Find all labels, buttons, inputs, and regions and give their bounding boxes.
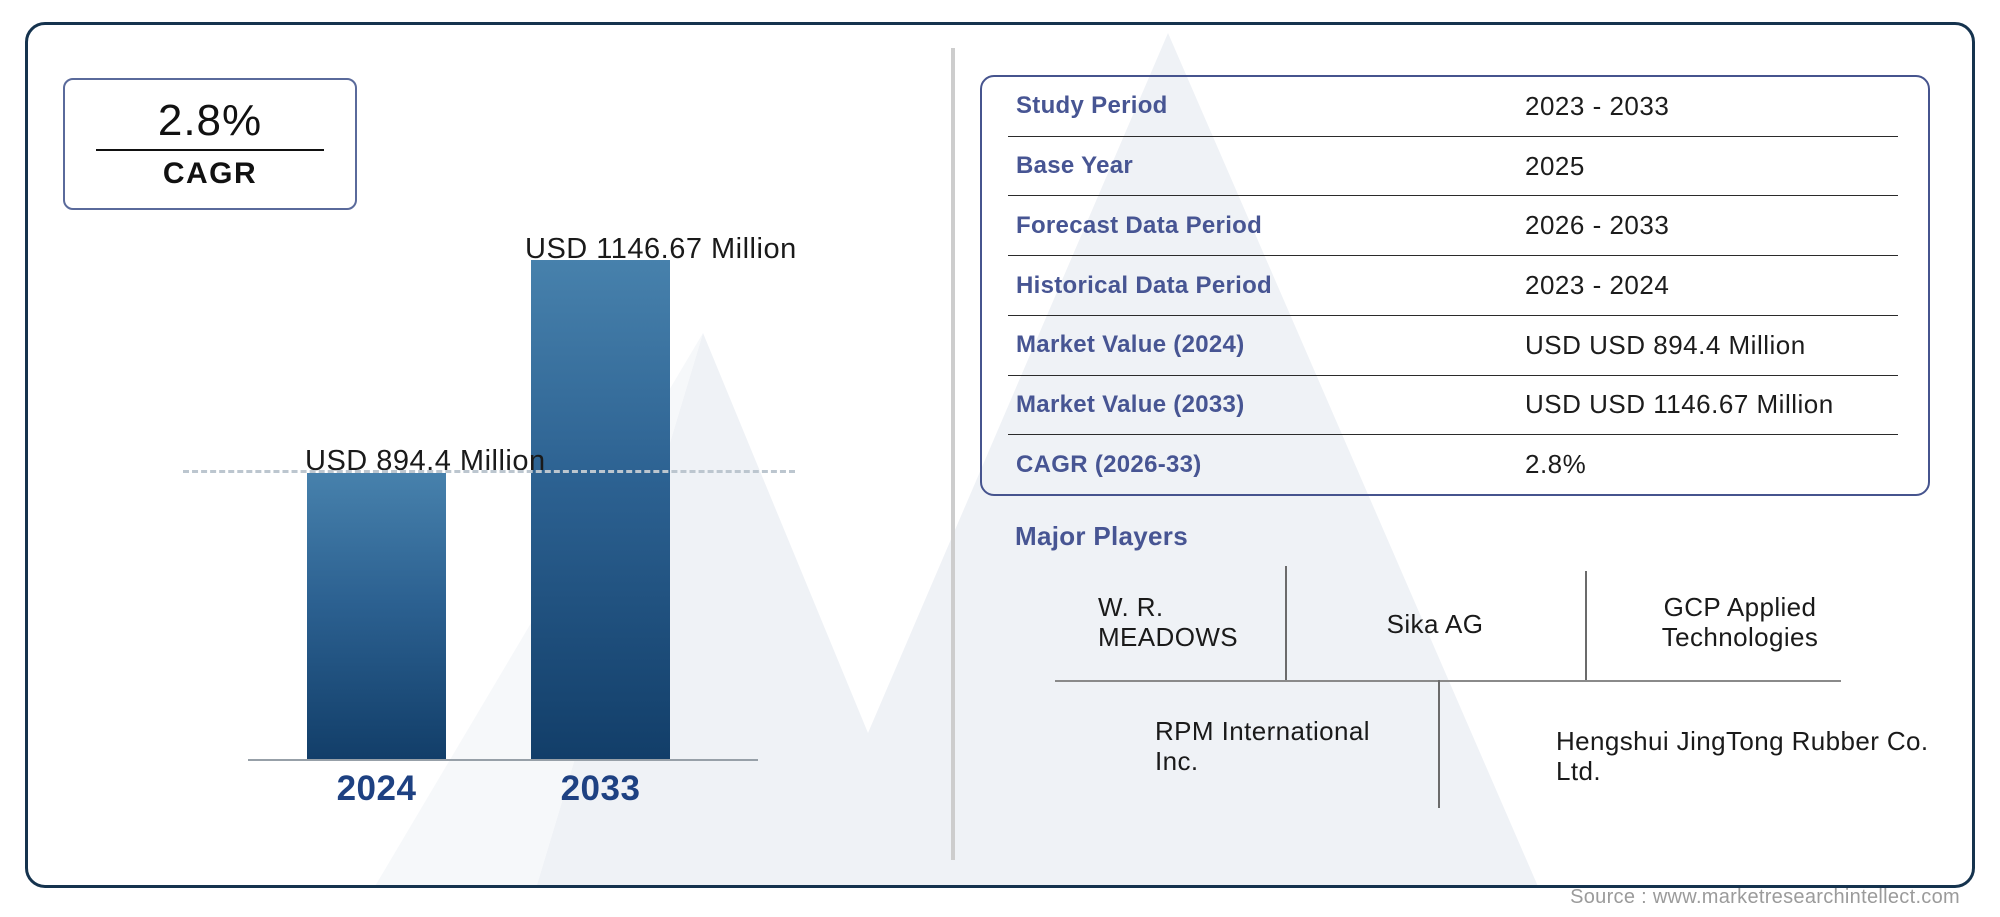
row-value: 2023 - 2024 [1525, 270, 1670, 301]
table-row: Forecast Data Period 2026 - 2033 [982, 196, 1928, 255]
row-label: Historical Data Period [1016, 271, 1273, 299]
x-axis-line [248, 759, 758, 761]
table-row: Study Period 2023 - 2033 [982, 77, 1928, 136]
row-label: Market Value (2033) [1016, 390, 1245, 418]
bar-value-label-2033: USD 1146.67 Million [525, 233, 797, 265]
row-value: 2023 - 2033 [1525, 90, 1670, 121]
table-row: Market Value (2033) USD USD 1146.67 Mill… [982, 376, 1928, 435]
player-name: Hengshui JingTong Rubber Co. Ltd. [1556, 726, 1929, 786]
players-grid-vline [1438, 680, 1440, 808]
bar-2024 [307, 473, 446, 759]
x-tick-2033: 2033 [560, 769, 641, 808]
table-row: Base Year 2025 [982, 137, 1928, 196]
row-value: 2.8% [1525, 449, 1587, 480]
row-value: USD USD 894.4 Million [1525, 329, 1806, 360]
row-label: CAGR (2026-33) [1016, 450, 1202, 478]
player-name: RPM International Inc. [1155, 716, 1370, 776]
bar-value-label-2024: USD 894.4 Million [305, 445, 546, 477]
player-name: W. R. MEADOWS [1098, 592, 1239, 652]
source-attribution: Source : www.marketresearchintellect.com [1570, 886, 1960, 908]
cagr-value: 2.8% [157, 95, 263, 145]
row-label: Study Period [1016, 92, 1168, 120]
row-label: Base Year [1016, 152, 1134, 180]
player-name: Sika AG [1386, 609, 1484, 639]
player-name: GCP Applied Technologies [1661, 592, 1819, 652]
dashed-reference-line [183, 470, 795, 473]
row-label: Forecast Data Period [1016, 211, 1263, 239]
section-divider [951, 48, 955, 860]
row-label: Market Value (2024) [1016, 331, 1245, 359]
major-players-heading: Major Players [1015, 521, 1188, 551]
table-row: CAGR (2026-33) 2.8% [982, 435, 1928, 494]
players-grid-vline [1585, 571, 1587, 680]
cagr-box: 2.8% CAGR [63, 78, 357, 210]
row-value: 2025 [1525, 150, 1585, 181]
main-frame: 2.8% CAGR USD 1146.67 Million USD 894.4 … [25, 22, 1975, 888]
table-row: Market Value (2024) USD USD 894.4 Millio… [982, 316, 1928, 375]
x-tick-2024: 2024 [336, 769, 417, 808]
table-row: Historical Data Period 2023 - 2024 [982, 256, 1928, 315]
row-value: 2026 - 2033 [1525, 210, 1670, 241]
cagr-divider [96, 149, 324, 152]
cagr-label: CAGR [162, 157, 258, 191]
row-value: USD USD 1146.67 Million [1525, 389, 1834, 420]
players-grid-hline [1055, 680, 1841, 682]
study-info-table: Study Period 2023 - 2033 Base Year 2025 … [980, 75, 1930, 496]
bar-2033 [531, 260, 670, 759]
